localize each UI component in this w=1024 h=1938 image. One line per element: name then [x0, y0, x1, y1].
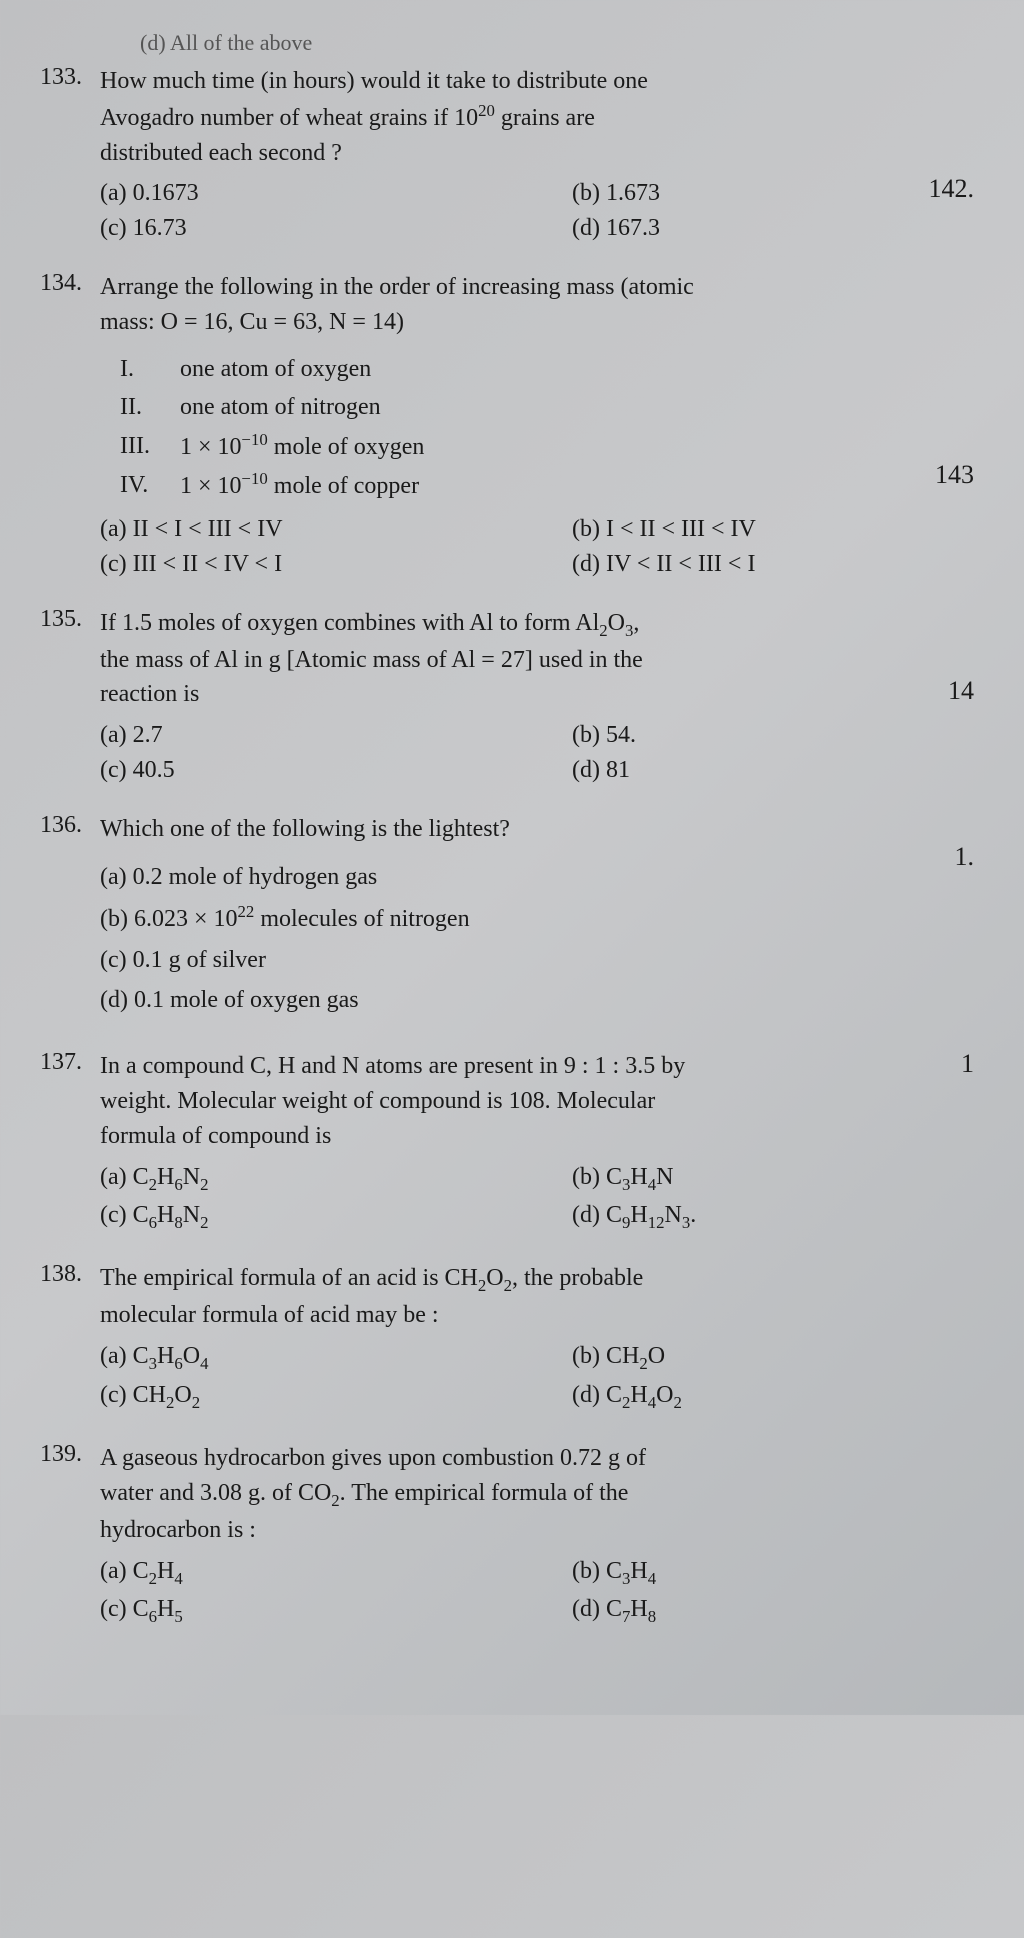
option-a: (a) 0.2 mole of hydrogen gas — [100, 857, 984, 898]
roman-text: 1 × 10−10 mole of copper — [180, 466, 419, 505]
option-d: (d) 81 — [572, 757, 984, 784]
question-number: 133. — [40, 64, 82, 91]
side-ref-14: 14 — [948, 676, 974, 706]
option-a: (a) C2H4 — [100, 1558, 512, 1589]
option-c: (c) CH2O2 — [100, 1382, 512, 1413]
option-a: (a) C2H6N2 — [100, 1164, 512, 1195]
option-d: (d) 167.3 — [572, 215, 984, 242]
option-b: (b) 6.023 × 1022 molecules of nitrogen — [100, 898, 984, 940]
option-list: (a) 0.2 mole of hydrogen gas (b) 6.023 ×… — [100, 857, 984, 1021]
question-136: 136. Which one of the following is the l… — [100, 812, 984, 1021]
option-b: (b) C3H4N — [572, 1164, 984, 1195]
roman-label: I. — [120, 350, 180, 388]
option-c: (c) 0.1 g of silver — [100, 940, 984, 981]
question-text: If 1.5 moles of oxygen combines with Al … — [100, 606, 984, 713]
roman-iii: III.1 × 10−10 mole of oxygen — [120, 427, 984, 466]
partial-top-line: (d) All of the above — [140, 30, 984, 56]
text-line: hydrocarbon is : — [100, 1517, 256, 1543]
option-b: (b) 54. — [572, 722, 984, 749]
roman-label: II. — [120, 388, 180, 426]
option-d: (d) IV < II < III < I — [572, 551, 984, 578]
option-a: (a) 0.1673 — [100, 180, 512, 207]
question-number: 136. — [40, 812, 82, 839]
option-d: (d) 0.1 mole of oxygen gas — [100, 980, 984, 1021]
option-grid: (a) II < I < III < IV (b) I < II < III <… — [100, 516, 984, 578]
option-a: (a) II < I < III < IV — [100, 516, 512, 543]
text-line: water and 3.08 g. of CO2. The empirical … — [100, 1480, 628, 1506]
text-line: In a compound C, H and N atoms are prese… — [100, 1053, 685, 1079]
roman-ii: II.one atom of nitrogen — [120, 388, 984, 426]
text-line: the mass of Al in g [Atomic mass of Al =… — [100, 647, 643, 673]
question-text: Arrange the following in the order of in… — [100, 270, 984, 340]
side-ref-143: 143 — [935, 460, 974, 490]
option-grid: (a) C2H6N2 (b) C3H4N (c) C6H8N2 (d) C9H1… — [100, 1164, 984, 1234]
option-c: (c) 40.5 — [100, 757, 512, 784]
question-text: A gaseous hydrocarbon gives upon combust… — [100, 1441, 984, 1548]
text-line: A gaseous hydrocarbon gives upon combust… — [100, 1445, 646, 1471]
option-c: (c) C6H8N2 — [100, 1202, 512, 1233]
question-133: 133. How much time (in hours) would it t… — [100, 64, 984, 242]
roman-text: one atom of nitrogen — [180, 388, 381, 426]
text-line: The empirical formula of an acid is CH2O… — [100, 1265, 643, 1291]
question-text: Which one of the following is the lighte… — [100, 812, 984, 847]
option-b: (b) 1.673 — [572, 180, 984, 207]
question-text: How much time (in hours) would it take t… — [100, 64, 984, 170]
question-text: The empirical formula of an acid is CH2O… — [100, 1261, 984, 1333]
side-ref-1: 1 — [961, 1049, 974, 1079]
option-d: (d) C2H4O2 — [572, 1382, 984, 1413]
option-a: (a) 2.7 — [100, 722, 512, 749]
roman-label: IV. — [120, 466, 180, 505]
question-number: 138. — [40, 1261, 82, 1288]
page-content: (d) All of the above 133. How much time … — [0, 0, 1024, 1715]
roman-text: one atom of oxygen — [180, 350, 371, 388]
text-line: mass: O = 16, Cu = 63, N = 14) — [100, 309, 404, 335]
option-d: (d) C7H8 — [572, 1596, 984, 1627]
roman-iv: IV.1 × 10−10 mole of copper — [120, 466, 984, 505]
question-135: 135. If 1.5 moles of oxygen combines wit… — [100, 606, 984, 785]
option-grid: (a) 2.7 (b) 54. (c) 40.5 (d) 81 — [100, 722, 984, 784]
text-line: reaction is — [100, 681, 199, 707]
option-a: (a) C3H6O4 — [100, 1343, 512, 1374]
question-number: 134. — [40, 270, 82, 297]
option-c: (c) 16.73 — [100, 215, 512, 242]
text-line: distributed each second ? — [100, 140, 342, 166]
question-text: In a compound C, H and N atoms are prese… — [100, 1049, 984, 1153]
text-line: Arrange the following in the order of in… — [100, 274, 694, 300]
roman-text: 1 × 10−10 mole of oxygen — [180, 427, 424, 466]
text-line: Avogadro number of wheat grains if 10 — [100, 105, 478, 131]
option-grid: (a) C2H4 (b) C3H4 (c) C6H5 (d) C7H8 — [100, 1558, 984, 1628]
question-134: 134. Arrange the following in the order … — [100, 270, 984, 577]
text-line: If 1.5 moles of oxygen combines with Al … — [100, 610, 639, 636]
question-number: 137. — [40, 1049, 82, 1076]
text-line: formula of compound is — [100, 1123, 331, 1149]
option-b: (b) C3H4 — [572, 1558, 984, 1589]
option-c: (c) C6H5 — [100, 1596, 512, 1627]
roman-label: III. — [120, 427, 180, 466]
text-line: How much time (in hours) would it take t… — [100, 68, 648, 94]
exponent: 20 — [478, 101, 495, 120]
option-b: (b) I < II < III < IV — [572, 516, 984, 543]
question-138: 138. The empirical formula of an acid is… — [100, 1261, 984, 1413]
text-line: grains are — [495, 105, 595, 131]
question-number: 139. — [40, 1441, 82, 1468]
side-ref-142: 142. — [929, 174, 975, 204]
option-b: (b) CH2O — [572, 1343, 984, 1374]
question-number: 135. — [40, 606, 82, 633]
roman-i: I.one atom of oxygen — [120, 350, 984, 388]
option-grid: (a) C3H6O4 (b) CH2O (c) CH2O2 (d) C2H4O2 — [100, 1343, 984, 1413]
side-ref-1: 1. — [955, 842, 975, 872]
question-139: 139. A gaseous hydrocarbon gives upon co… — [100, 1441, 984, 1627]
option-d: (d) C9H12N3. — [572, 1202, 984, 1233]
text-line: weight. Molecular weight of compound is … — [100, 1088, 655, 1114]
option-grid: (a) 0.1673 (b) 1.673 (c) 16.73 (d) 167.3 — [100, 180, 984, 242]
roman-list: I.one atom of oxygen II.one atom of nitr… — [120, 350, 984, 506]
text-line: molecular formula of acid may be : — [100, 1302, 439, 1328]
option-c: (c) III < II < IV < I — [100, 551, 512, 578]
question-137: 137. In a compound C, H and N atoms are … — [100, 1049, 984, 1233]
